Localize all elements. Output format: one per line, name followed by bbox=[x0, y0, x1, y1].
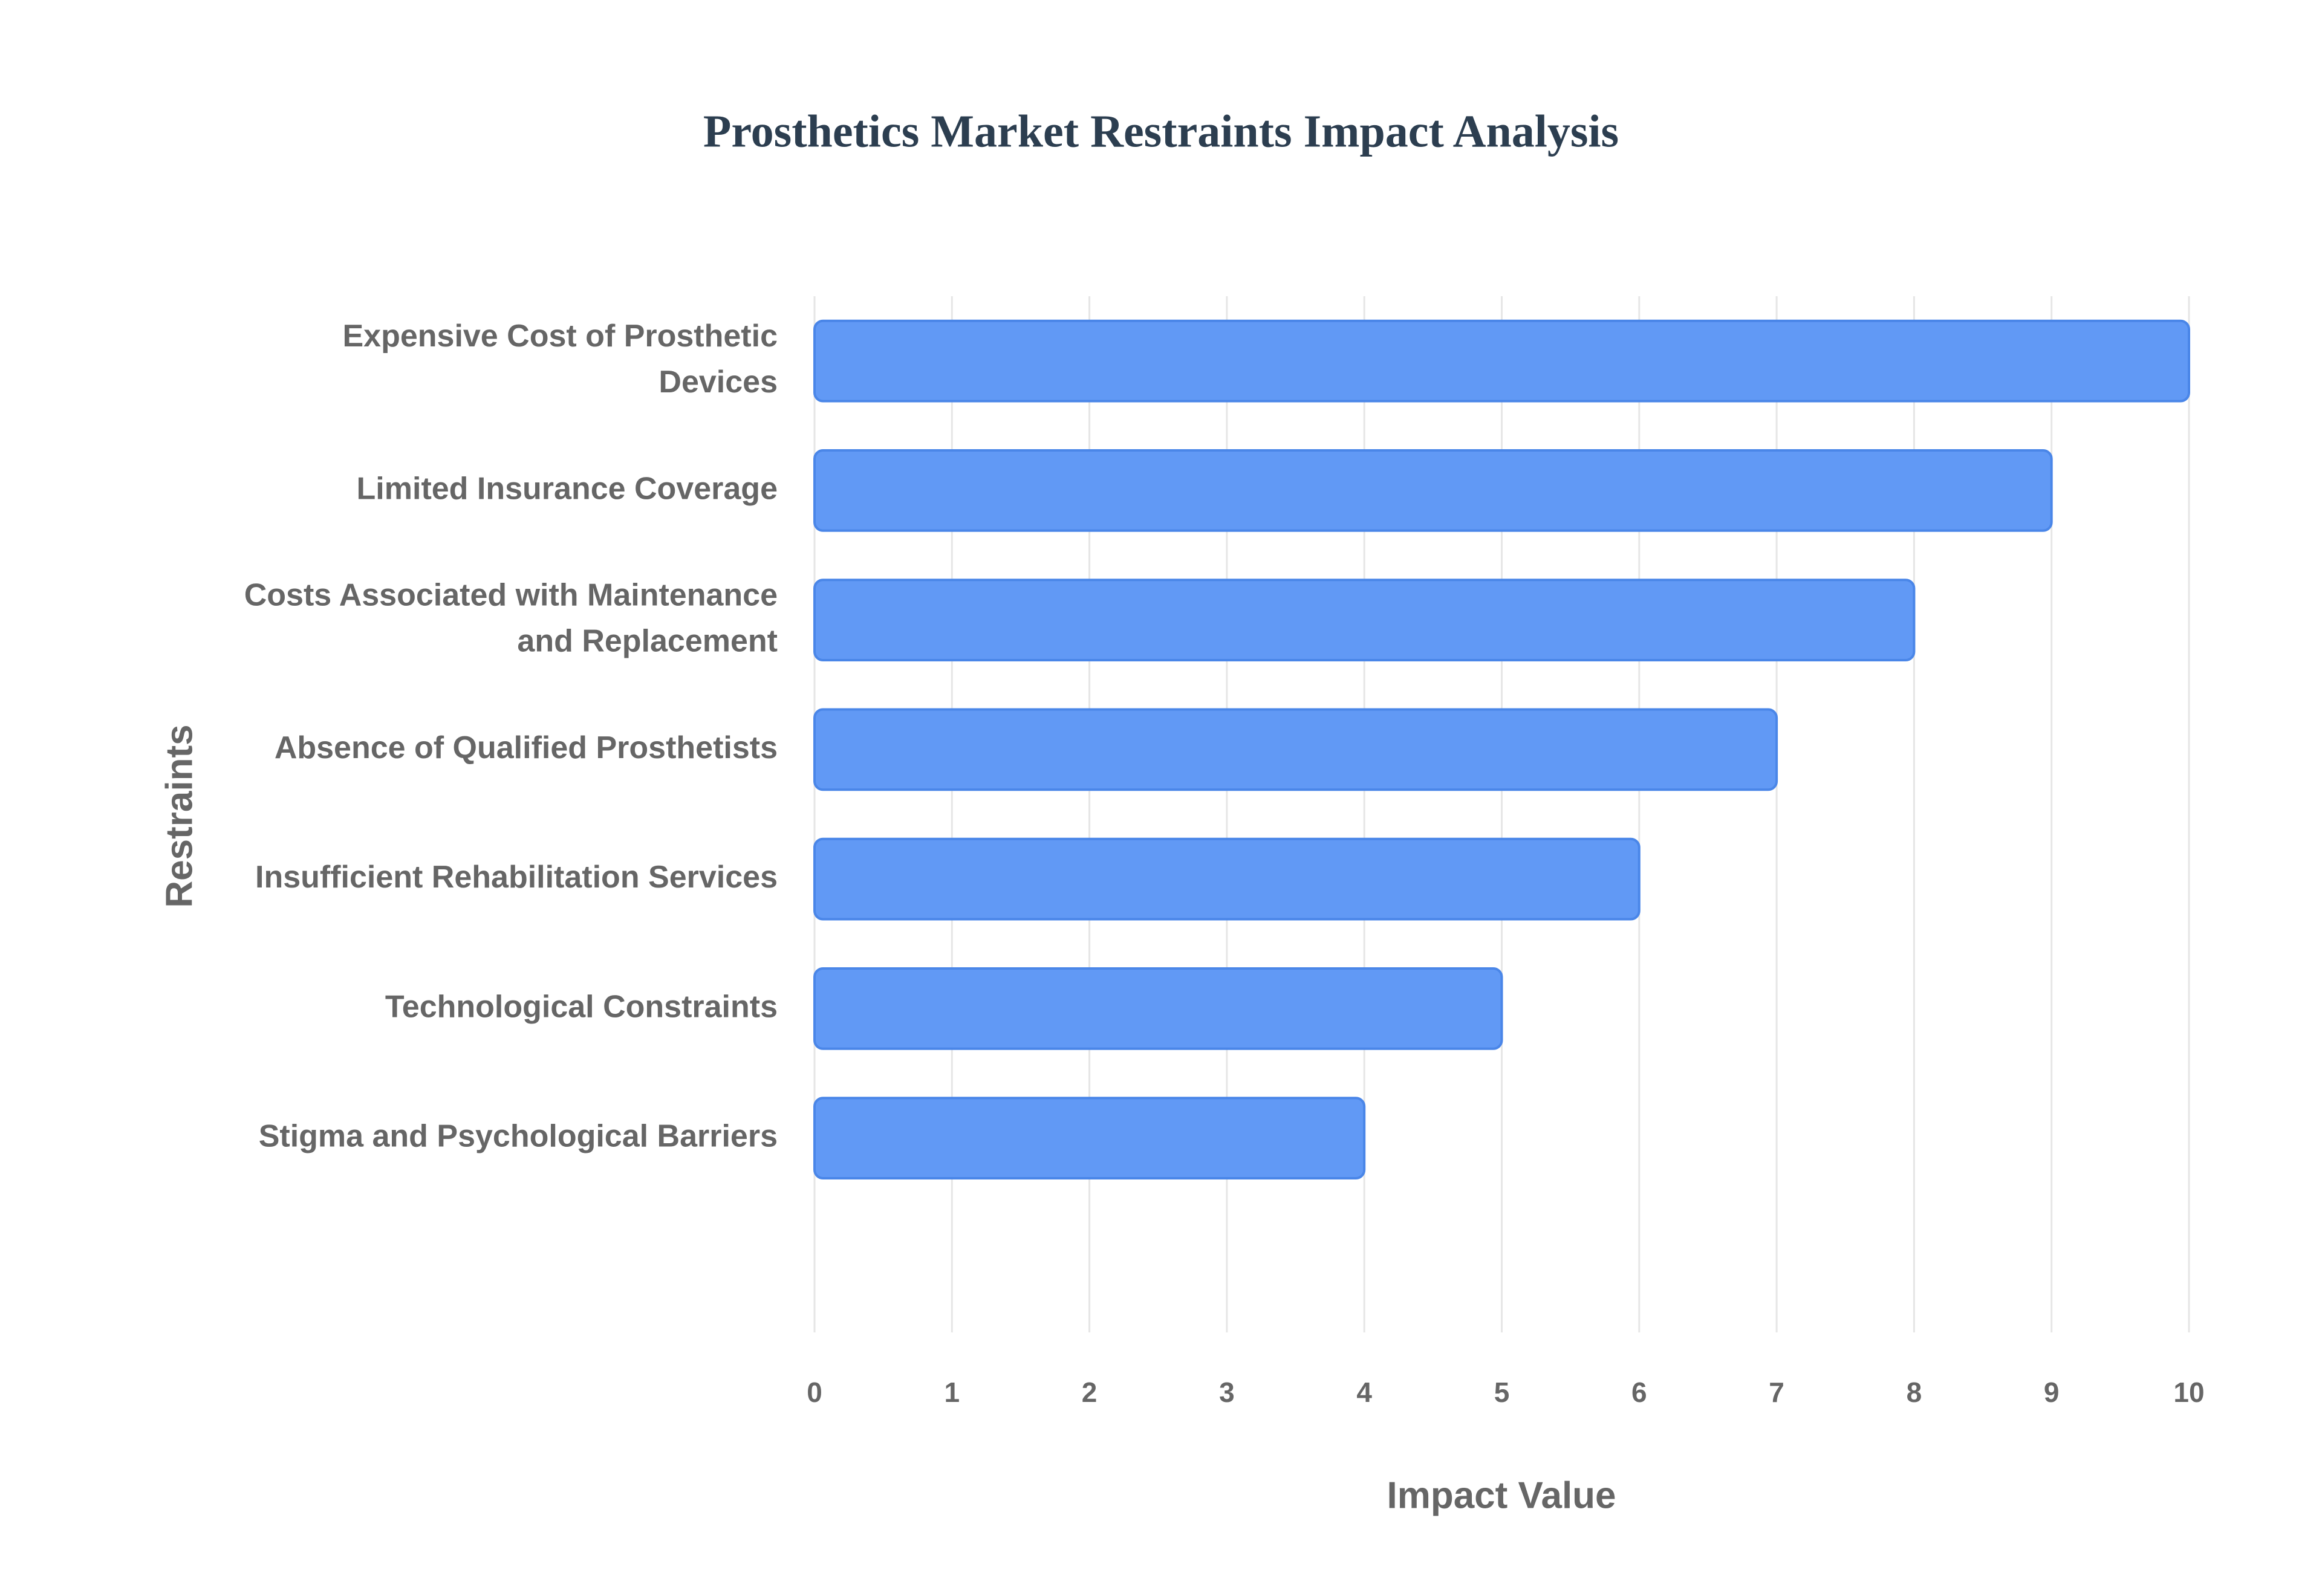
chart-title: Prosthetics Market Restraints Impact Ana… bbox=[703, 106, 1619, 157]
y-tick-label: Stigma and Psychological Barriers bbox=[259, 1118, 778, 1153]
y-axis-title: Restraints bbox=[158, 724, 200, 907]
bar bbox=[813, 449, 2053, 532]
x-tick-label: 0 bbox=[807, 1377, 822, 1408]
bar bbox=[813, 1097, 1366, 1180]
bar bbox=[813, 319, 2190, 403]
y-tick-label: Costs Associated with Maintenance and Rep… bbox=[244, 577, 778, 658]
x-tick-label: 5 bbox=[1494, 1377, 1510, 1408]
bar bbox=[813, 967, 1503, 1050]
x-tick-label: 8 bbox=[1907, 1377, 1922, 1408]
y-tick-label: Technological Constraints bbox=[385, 989, 778, 1024]
bar bbox=[813, 837, 1641, 921]
y-tick-label: Absence of Qualified Prosthetists bbox=[275, 730, 778, 765]
x-tick-label: 7 bbox=[1769, 1377, 1784, 1408]
x-axis-title: Impact Value bbox=[1387, 1474, 1616, 1516]
y-tick-label: Limited Insurance Coverage bbox=[357, 471, 778, 506]
y-tick-label: Expensive Cost of Prosthetic Devices bbox=[342, 319, 778, 400]
x-tick-label: 10 bbox=[2173, 1377, 2204, 1408]
x-tick-label: 6 bbox=[1631, 1377, 1647, 1408]
bar bbox=[813, 708, 1778, 791]
x-tick-label: 1 bbox=[945, 1377, 960, 1408]
x-tick-label: 2 bbox=[1082, 1377, 1098, 1408]
x-tick-label: 4 bbox=[1356, 1377, 1372, 1408]
y-tick-label: Insufficient Rehabilitation Services bbox=[255, 860, 778, 895]
bar bbox=[813, 579, 1916, 662]
x-tick-label: 9 bbox=[2044, 1377, 2060, 1408]
x-tick-label: 3 bbox=[1219, 1377, 1235, 1408]
